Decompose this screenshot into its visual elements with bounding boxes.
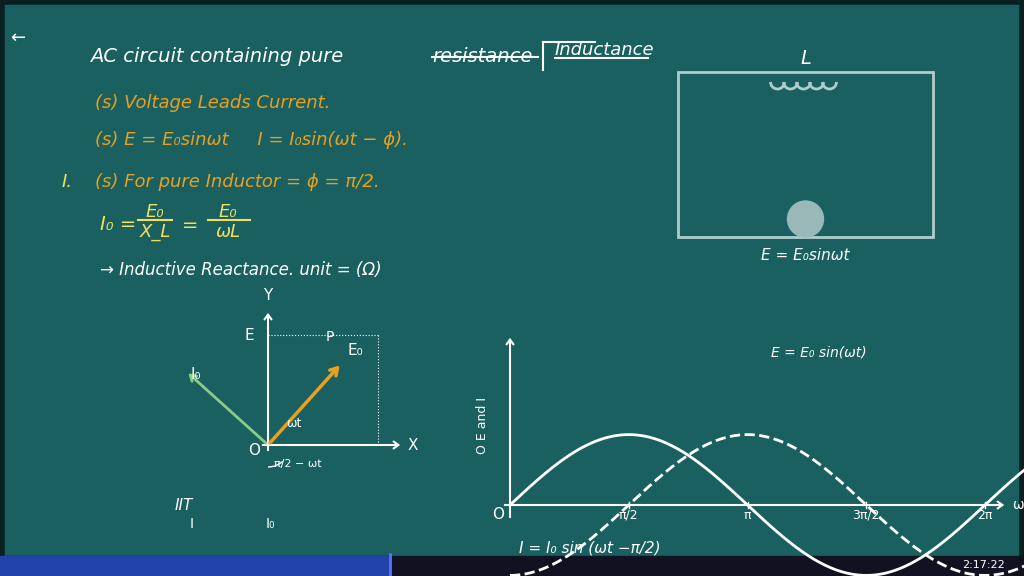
Text: I.: I. (62, 173, 73, 191)
Text: ωL: ωL (215, 223, 241, 241)
Text: O E and I: O E and I (475, 396, 488, 453)
Text: =: = (182, 215, 199, 234)
Text: 3π/2: 3π/2 (853, 509, 880, 522)
Text: E: E (245, 328, 254, 343)
Bar (0, 556, 390, 576)
Text: P: P (326, 330, 334, 344)
Text: resistance: resistance (432, 47, 532, 66)
Text: I = I₀ sin (ωt −π/2): I = I₀ sin (ωt −π/2) (519, 540, 660, 555)
Text: L: L (800, 48, 811, 67)
Bar (678, 72, 933, 237)
Text: ωt: ωt (286, 417, 301, 430)
Text: π/2 − ωt: π/2 − ωt (274, 459, 322, 469)
Text: Y: Y (263, 288, 272, 303)
Text: IIT: IIT (175, 498, 194, 513)
Bar (0, 556, 1024, 576)
Text: (s) E = E₀sinωt     I = I₀sin(ωt − ϕ).: (s) E = E₀sinωt I = I₀sin(ωt − ϕ). (95, 131, 408, 149)
Text: AC circuit containing pure: AC circuit containing pure (90, 47, 349, 66)
Text: Inductance: Inductance (555, 41, 654, 59)
Text: E₀: E₀ (219, 203, 238, 221)
Text: ωt →: ωt → (1013, 498, 1024, 512)
Text: (s) Voltage Leads Current.: (s) Voltage Leads Current. (95, 94, 331, 112)
Text: E = E₀ sin(ωt): E = E₀ sin(ωt) (771, 346, 867, 360)
Text: E₀: E₀ (347, 343, 364, 358)
Text: O: O (248, 443, 260, 458)
Text: I₀: I₀ (265, 517, 274, 531)
Text: I: I (190, 517, 194, 531)
Text: → Inductive Reactance. unit = (Ω): → Inductive Reactance. unit = (Ω) (100, 261, 382, 279)
Text: 2:17:22: 2:17:22 (963, 560, 1005, 570)
Text: ←: ← (10, 29, 26, 47)
Circle shape (787, 201, 823, 237)
Text: E = E₀sinωt: E = E₀sinωt (761, 248, 850, 263)
Text: 2π: 2π (977, 509, 992, 522)
Text: π/2: π/2 (618, 509, 639, 522)
Text: π: π (743, 509, 752, 522)
Text: I₀ =: I₀ = (100, 215, 136, 234)
Text: I₀: I₀ (190, 367, 201, 382)
Text: E₀: E₀ (145, 203, 164, 221)
Text: X: X (408, 438, 419, 453)
Text: O: O (492, 507, 504, 522)
Text: (s) For pure Inductor = ϕ = π/2.: (s) For pure Inductor = ϕ = π/2. (95, 173, 380, 191)
Text: X_L: X_L (139, 223, 171, 241)
